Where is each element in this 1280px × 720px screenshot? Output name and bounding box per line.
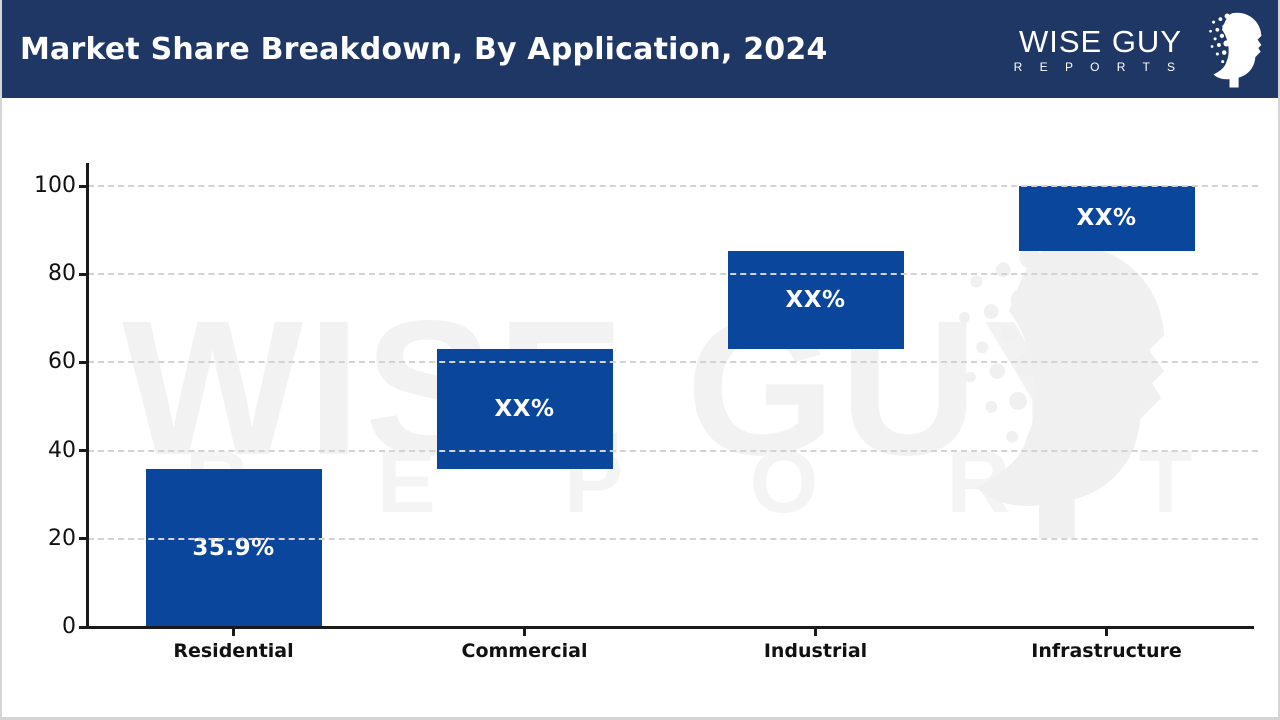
gridline-80: [88, 273, 1258, 276]
gridline-40: [88, 449, 1258, 452]
gridline-20: [88, 537, 1258, 540]
header-bar: Market Share Breakdown, By Application, …: [0, 0, 1280, 98]
frame-border-bottom: [0, 717, 1280, 720]
bar-industrial: XX%: [727, 250, 904, 350]
x-axis-tick: [232, 627, 235, 636]
y-axis-tick: [79, 184, 88, 188]
gridline-100: [88, 185, 1258, 187]
frame-border-right: [1278, 0, 1280, 720]
page-title: Market Share Breakdown, By Application, …: [20, 31, 828, 67]
y-axis-tick-label: 80: [48, 261, 76, 287]
x-axis-category-label: Residential: [173, 640, 294, 662]
x-axis-tick: [814, 627, 817, 636]
logo-subtext: R E P O R T S: [1013, 59, 1182, 74]
bar-value-label: XX%: [494, 395, 555, 422]
frame-border-left: [0, 0, 2, 720]
x-axis-category-label: Commercial: [461, 640, 588, 662]
y-axis-tick: [79, 449, 88, 453]
bar-value-label: XX%: [785, 286, 846, 313]
bar-residential: 35.9%: [145, 468, 322, 627]
logo-wordmark: WISE GUY: [1018, 23, 1182, 59]
watermark-head-icon: [959, 244, 1165, 538]
wise-guy-logo: WISE GUY R E P O R T S: [1014, 0, 1266, 98]
y-axis-tick: [79, 537, 88, 541]
y-axis-tick-label: 60: [48, 349, 76, 375]
bar-value-label: XX%: [1076, 205, 1137, 232]
x-axis-category-label: Infrastructure: [1031, 640, 1182, 662]
y-axis-tick: [79, 625, 88, 629]
x-axis-tick: [523, 627, 526, 636]
y-axis-tick-label: 40: [48, 437, 76, 463]
y-axis-tick-label: 0: [62, 614, 76, 639]
x-axis-tick: [1105, 627, 1108, 636]
bar-infrastructure: XX%: [1018, 186, 1195, 251]
bar-commercial: XX%: [436, 349, 613, 469]
logo-text: WISE GUY R E P O R T S: [1014, 26, 1182, 73]
x-axis-line: [85, 626, 1254, 629]
y-axis-tick: [79, 360, 88, 364]
gridline-60: [88, 361, 1258, 364]
y-axis-tick-label: 20: [48, 525, 76, 551]
y-axis-tick-label: 100: [34, 173, 76, 198]
x-axis-category-label: Industrial: [763, 640, 868, 662]
y-axis-tick: [79, 272, 88, 276]
logo-head-icon: [1209, 12, 1262, 87]
y-axis-line: [86, 163, 89, 629]
